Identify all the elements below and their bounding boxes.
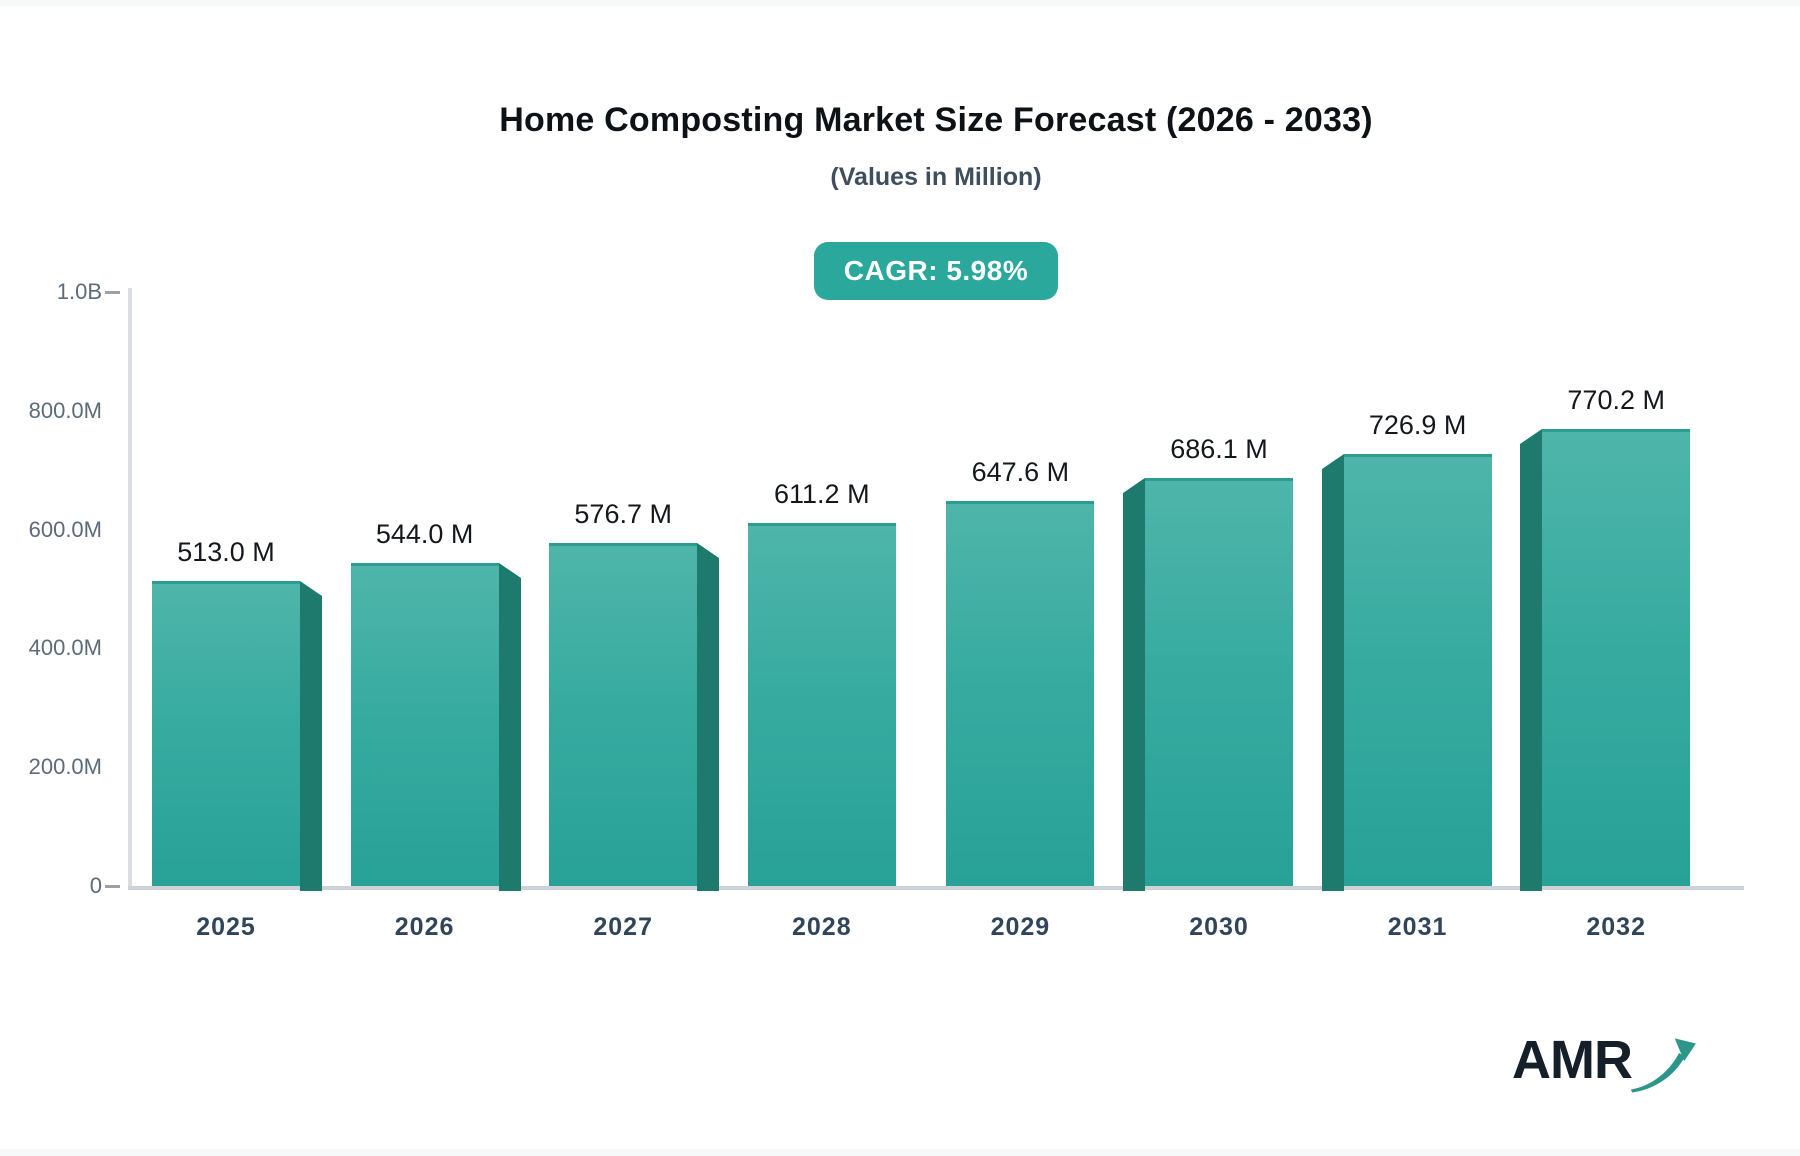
brand-logo-text: AMR — [1512, 1030, 1633, 1090]
cagr-badge: CAGR: 5.98% — [813, 242, 1059, 300]
bar-side-panel — [300, 581, 322, 891]
x-axis-label-2026: 2026 — [394, 913, 455, 941]
y-tick-label: 200.0M — [28, 754, 102, 780]
bar-side-panel — [1520, 429, 1542, 891]
bar-value-label: 576.7 M — [574, 499, 672, 529]
bar-2026 — [351, 563, 499, 886]
y-tick-label: 400.0M — [28, 635, 102, 661]
bar-value-label: 686.1 M — [1170, 434, 1268, 464]
chart-header: Home Composting Market Size Forecast (20… — [130, 100, 1742, 300]
x-axis-label-2031: 2031 — [1387, 913, 1448, 941]
bar-value-label: 647.6 M — [971, 457, 1070, 487]
page-bottom-edge — [0, 1149, 1800, 1156]
y-tick-mark — [105, 885, 120, 888]
growth-arrow-icon — [1626, 1034, 1700, 1099]
x-axis-label-2030: 2030 — [1189, 913, 1249, 941]
chart-subtitle: (Values in Million) — [830, 163, 1042, 191]
x-axis-label-2027: 2027 — [593, 913, 653, 941]
x-axis-label-2028: 2028 — [791, 913, 852, 941]
x-axis-label-2025: 2025 — [196, 913, 256, 941]
bar-2028 — [748, 523, 896, 886]
bar-value-label: 513.0 M — [177, 537, 275, 567]
bar-side-panel — [697, 543, 719, 891]
bar-2025 — [152, 581, 300, 886]
page-top-edge — [0, 0, 1800, 6]
chart-title: Home Composting Market Size Forecast (20… — [499, 101, 1373, 139]
bar-side-panel — [1322, 454, 1344, 891]
y-tick-label: 600.0M — [28, 516, 102, 542]
y-tick-mark — [105, 291, 120, 294]
bar-value-label: 770.2 M — [1567, 385, 1665, 415]
y-tick-label: 1.0B — [56, 279, 102, 304]
y-tick-label: 800.0M — [28, 397, 102, 423]
bar-value-label: 544.0 M — [375, 519, 474, 549]
brand-logo: AMR — [1512, 1032, 1700, 1099]
bar-side-panel — [499, 563, 521, 891]
bar-2029 — [946, 501, 1094, 886]
bar-value-label: 611.2 M — [774, 479, 870, 509]
bar-2032 — [1542, 429, 1690, 886]
x-axis-label-2032: 2032 — [1586, 913, 1646, 941]
bar-2031 — [1344, 454, 1492, 886]
x-axis-baseline — [128, 886, 1744, 890]
y-axis-line — [128, 288, 132, 890]
bar-2027 — [549, 543, 697, 886]
y-tick-label: 0 — [89, 873, 102, 898]
bar-2030 — [1145, 478, 1293, 886]
bar-value-label: 726.9 M — [1368, 410, 1467, 440]
x-axis-label-2029: 2029 — [990, 913, 1051, 941]
bar-side-panel — [1123, 478, 1145, 891]
